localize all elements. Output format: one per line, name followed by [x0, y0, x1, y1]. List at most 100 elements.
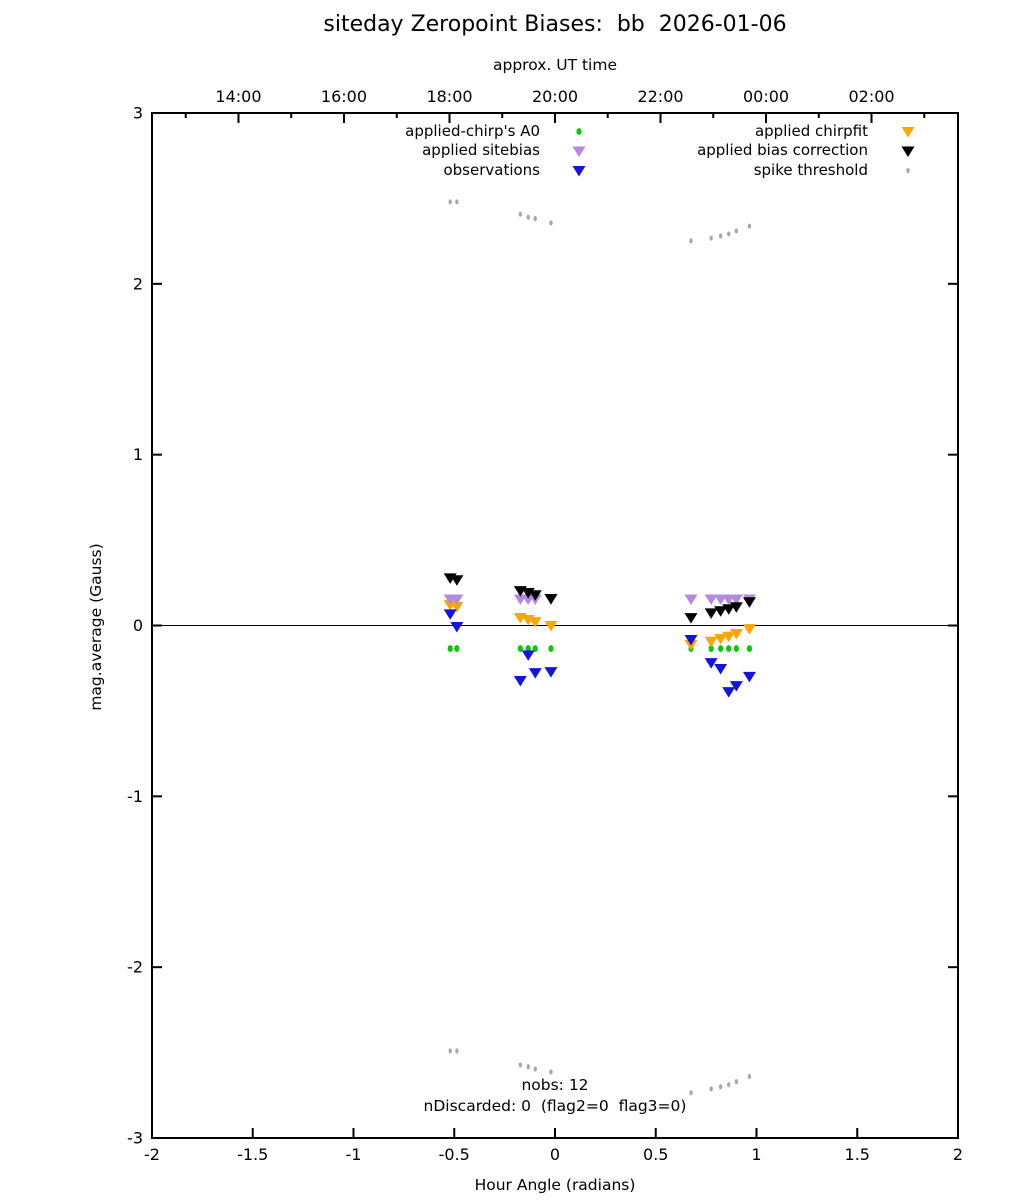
- marker-series-5: [689, 238, 693, 244]
- marker-series-4: [729, 681, 743, 692]
- marker-series-1: [528, 617, 542, 628]
- legend-label-applied-bias-correction: applied bias correction: [697, 141, 868, 159]
- marker-series-4: [742, 671, 756, 683]
- marker-series-4: [528, 668, 542, 679]
- legend-label-spike-threshold: spike threshold: [753, 161, 868, 179]
- marker-series-4: [714, 664, 728, 675]
- marker-series-2: [729, 594, 743, 606]
- x-tick-label: -1.5: [237, 1145, 268, 1164]
- x-tick-label: 0: [550, 1145, 560, 1164]
- marker-series-3: [714, 606, 728, 617]
- marker-series-5: [709, 235, 713, 241]
- ndiscarded-annotation: nDiscarded: 0 (flag2=0 flag3=0): [423, 1097, 687, 1115]
- legend-label-applied-chirpfit: applied chirpfit: [754, 122, 868, 140]
- marker-series-4: [450, 622, 464, 633]
- x-tick-label: -1: [346, 1145, 362, 1164]
- legend-marker-series-3: [901, 146, 915, 157]
- y-tick-label: -1: [127, 787, 143, 806]
- marker-series-0: [532, 645, 538, 652]
- legend-marker-series-2: [572, 146, 586, 157]
- marker-series-0: [718, 645, 724, 652]
- marker-series-1: [722, 631, 736, 643]
- marker-series-5: [518, 211, 523, 217]
- marker-series-4: [722, 687, 736, 698]
- y-axis-title: mag.average (Gauss): [87, 543, 105, 711]
- marker-series-5: [734, 228, 739, 234]
- legend-marker-series-5: [906, 167, 910, 174]
- x-tick-label: 1.5: [845, 1145, 870, 1164]
- marker-series-1: [742, 624, 756, 635]
- marker-series-0: [517, 645, 523, 652]
- marker-series-5: [747, 223, 752, 229]
- marker-series-2: [704, 594, 718, 606]
- top-tick-label: 22:00: [637, 87, 683, 106]
- x-tick-label: -2: [144, 1145, 160, 1164]
- marker-series-0: [525, 645, 531, 652]
- legend-marker-series-4: [572, 166, 586, 177]
- marker-series-2: [450, 594, 464, 606]
- marker-series-5: [726, 1082, 731, 1088]
- top-tick-label: 18:00: [426, 87, 472, 106]
- marker-series-4: [684, 635, 698, 646]
- marker-series-5: [526, 214, 530, 220]
- marker-series-5: [726, 231, 731, 237]
- marker-series-3: [450, 575, 464, 586]
- marker-series-0: [454, 645, 460, 652]
- legend-marker-series-1: [901, 127, 915, 138]
- y-tick-label: 0: [133, 616, 143, 635]
- marker-series-5: [709, 1086, 713, 1092]
- marker-series-0: [447, 645, 453, 652]
- top-tick-label: 02:00: [848, 87, 894, 106]
- x-tick-label: 1: [751, 1145, 761, 1164]
- legend-label-observations: observations: [443, 161, 540, 179]
- marker-series-0: [548, 645, 554, 652]
- marker-series-5: [689, 1090, 693, 1096]
- marker-series-1: [704, 636, 718, 648]
- x-tick-label: 2: [953, 1145, 963, 1164]
- top-tick-label: 16:00: [321, 87, 367, 106]
- x-tick-label: -0.5: [439, 1145, 470, 1164]
- marker-series-3: [729, 602, 743, 613]
- marker-series-5: [718, 1084, 723, 1090]
- marker-series-5: [518, 1062, 523, 1068]
- marker-series-1: [729, 629, 743, 640]
- marker-series-0: [726, 645, 732, 652]
- marker-series-3: [722, 604, 736, 615]
- y-tick-label: 3: [133, 104, 143, 123]
- nobs-annotation: nobs: 12: [521, 1076, 589, 1094]
- marker-series-5: [455, 1048, 459, 1054]
- marker-series-5: [448, 199, 452, 205]
- top-tick-label: 14:00: [215, 87, 261, 106]
- marker-series-5: [455, 199, 459, 205]
- marker-series-3: [544, 594, 558, 605]
- y-tick-label: -2: [127, 958, 143, 977]
- marker-series-1: [714, 633, 728, 645]
- marker-series-3: [704, 608, 718, 619]
- legend-label-applied-sitebias: applied sitebias: [422, 141, 540, 159]
- marker-series-5: [734, 1079, 739, 1085]
- marker-series-1: [450, 602, 464, 613]
- x-axis-title: Hour Angle (radians): [474, 1176, 636, 1194]
- top-axis-title: approx. UT time: [493, 56, 617, 74]
- marker-series-4: [544, 667, 558, 678]
- chart-title: siteday Zeropoint Biases: bb 2026-01-06: [323, 12, 787, 37]
- marker-series-4: [443, 609, 457, 620]
- legend-label-applied-chirps-a0: applied-chirp's A0: [405, 122, 540, 140]
- marker-series-5: [747, 1073, 752, 1080]
- marker-series-3: [684, 613, 698, 624]
- marker-series-5: [718, 233, 723, 239]
- y-tick-label: 2: [133, 274, 143, 293]
- marker-series-3: [742, 597, 756, 608]
- top-tick-label: 00:00: [743, 87, 789, 106]
- x-tick-label: 0.5: [643, 1145, 668, 1164]
- marker-series-0: [746, 645, 753, 652]
- marker-series-0: [708, 645, 714, 652]
- marker-series-5: [549, 1069, 553, 1075]
- marker-series-0: [733, 645, 739, 652]
- marker-series-4: [704, 658, 718, 669]
- marker-series-5: [448, 1048, 452, 1054]
- legend-marker-series-0: [576, 128, 582, 135]
- marker-series-5: [549, 220, 553, 226]
